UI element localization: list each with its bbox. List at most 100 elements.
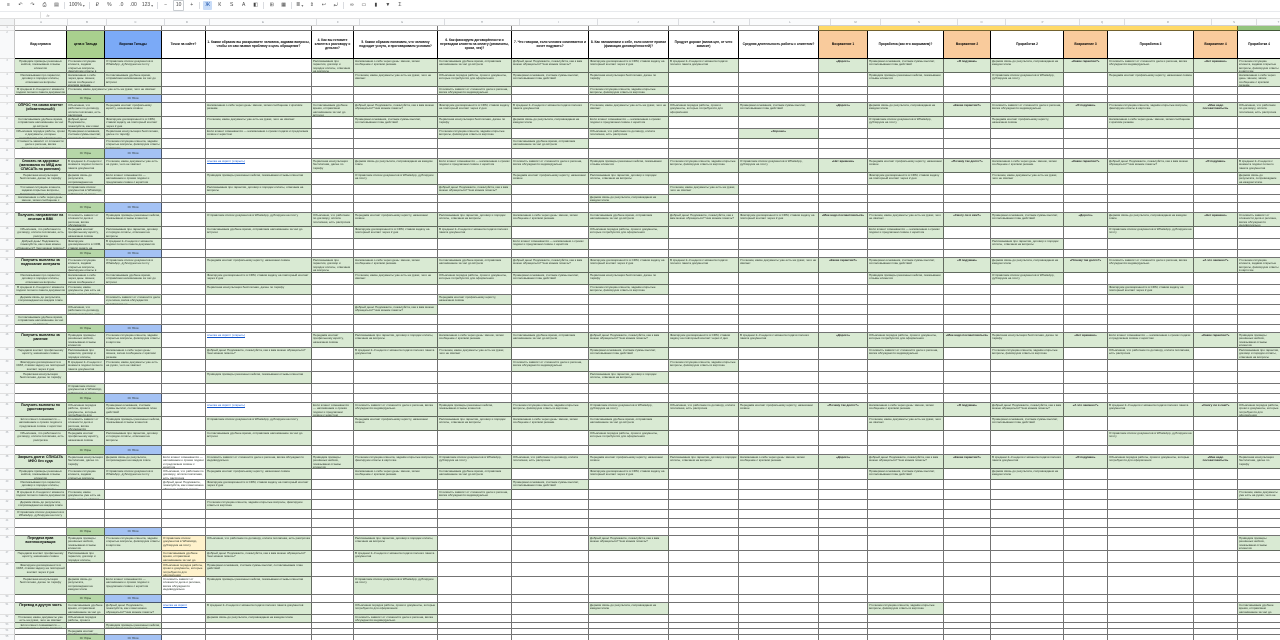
cell-N6[interactable] — [868, 95, 944, 103]
cell-M52[interactable] — [819, 615, 868, 623]
cell-M42[interactable] — [819, 500, 868, 510]
cell-O15[interactable] — [944, 195, 991, 203]
row-header-26[interactable]: 26 — [0, 315, 15, 325]
cell-C4[interactable]: Согласовываем удобное время, отправляем … — [105, 73, 162, 87]
cell-A3[interactable]: Приводим примеры решённых кейсов, показы… — [15, 59, 67, 73]
cell-P5[interactable] — [991, 87, 1064, 95]
cell-J19[interactable] — [589, 239, 669, 250]
cell-A36[interactable]: Объясняем, что работаем по договору, опл… — [15, 431, 67, 446]
cell-F53[interactable] — [312, 623, 354, 629]
cell-P52[interactable] — [991, 615, 1064, 623]
cell-G40[interactable] — [354, 480, 438, 490]
cell-I30[interactable]: Стоимость зависит от сложности дела и ре… — [512, 360, 589, 372]
cell-T31[interactable] — [1238, 372, 1280, 384]
cell-G12[interactable]: Держим связь до результата, сопровождаем… — [354, 159, 438, 173]
cell-E14[interactable]: Рассказываем про гарантии, договор и пор… — [206, 185, 312, 195]
row-header-12[interactable]: 12 — [0, 159, 15, 173]
cell-P31[interactable] — [991, 372, 1064, 384]
cell-O28[interactable]: «Мне надо посоветоваться» — [944, 333, 991, 348]
cell-P42[interactable] — [991, 500, 1064, 510]
cell-G4[interactable]: Уточняем, какие документы уже есть на ру… — [354, 73, 438, 87]
cell-B14[interactable]: Отправляем список документов в WhatsApp,… — [67, 185, 105, 195]
cell-P23[interactable] — [991, 285, 1064, 295]
cell-R9[interactable] — [1108, 129, 1194, 139]
cell-M47[interactable] — [819, 551, 868, 563]
cell-F15[interactable] — [312, 195, 354, 203]
cell-T33[interactable] — [1238, 394, 1280, 403]
cell-link[interactable]: ссылка на скрипт (открыть) — [207, 333, 245, 337]
row-header-40[interactable]: 40 — [0, 480, 15, 490]
cell-B37[interactable]: От Юры — [67, 446, 105, 455]
cell-Q24[interactable] — [1064, 295, 1108, 305]
name-box[interactable] — [0, 12, 41, 18]
cell-D9[interactable] — [162, 129, 206, 139]
cell-J22[interactable]: Первичная консультация бесплатная, далее… — [589, 273, 669, 285]
cell-J38[interactable]: Передаём контакт профильному юристу, наз… — [589, 455, 669, 469]
cell-J27[interactable] — [589, 325, 669, 333]
cell-L42[interactable] — [739, 500, 819, 510]
cell-F55[interactable] — [312, 635, 354, 640]
cell-O38[interactable]: «Какие гарантии?» — [944, 455, 991, 469]
cell-R12[interactable]: Добрый день! Подскажите, пожалуйста, как… — [1108, 159, 1194, 173]
cell-P3[interactable]: Держим связь до результата, сопровождаем… — [991, 59, 1064, 73]
cell-A9[interactable]: Объясняем порядок работы, сроки и докуме… — [15, 129, 67, 139]
cell-N12[interactable]: Передаём контакт профильному юристу, наз… — [868, 159, 944, 173]
cell-B13[interactable]: Держим связь до результата, сопровождаем… — [67, 173, 105, 185]
row-header-3[interactable]: 3 — [0, 59, 15, 73]
cell-P41[interactable] — [991, 490, 1064, 500]
cell-O13[interactable] — [944, 173, 991, 185]
cell-N31[interactable] — [868, 372, 944, 384]
cell-E28[interactable]: ссылка на скрипт (открыть) — [206, 333, 312, 348]
cell-J28[interactable]: Добрый день! Подскажите, пожалуйста, как… — [589, 333, 669, 348]
cell-Q35[interactable] — [1064, 417, 1108, 431]
cell-I4[interactable]: Проверяем основания, считаем суммы выпла… — [512, 73, 589, 87]
cell-K30[interactable]: Уточняем ситуацию клиента, задаём открыт… — [669, 360, 739, 372]
paint-format-icon[interactable]: ▤ — [54, 2, 59, 8]
cell-J53[interactable] — [589, 623, 669, 629]
cell-P32[interactable] — [991, 384, 1064, 394]
cell-B23[interactable]: Уточняем, какие документы уже есть на ру… — [67, 285, 105, 295]
row-header-31[interactable]: 31 — [0, 372, 15, 384]
cell-C49[interactable]: Если клиент сомневается — напоминаем о с… — [105, 577, 162, 595]
cell-J47[interactable] — [589, 551, 669, 563]
cell-A52[interactable]: Уточняем, какие документы уже есть на ру… — [15, 615, 67, 623]
cell-Q49[interactable] — [1064, 577, 1108, 595]
row-header-51[interactable]: 51 — [0, 603, 15, 615]
cell-I34[interactable]: Уточняем ситуацию клиента, задаём открыт… — [512, 403, 589, 417]
cell-H43[interactable] — [438, 510, 512, 519]
cell-A35[interactable]: Если клиент сомневается — напоминаем о с… — [15, 417, 67, 431]
cell-H15[interactable] — [438, 195, 512, 203]
cell-I54[interactable] — [512, 629, 589, 635]
cell-M19[interactable] — [819, 239, 868, 250]
cell-T7[interactable]: Объясняем, что работаем по договору, опл… — [1238, 103, 1280, 117]
cell-J45[interactable] — [589, 528, 669, 536]
cell-T39[interactable] — [1238, 469, 1280, 480]
cell-F35[interactable] — [312, 417, 354, 431]
cell-S22[interactable] — [1194, 273, 1238, 285]
cell-Q50[interactable] — [1064, 595, 1108, 603]
cell-S4[interactable] — [1194, 73, 1238, 87]
row-header-36[interactable]: 36 — [0, 431, 15, 446]
cell-H6[interactable] — [438, 95, 512, 103]
cell-K7[interactable]: Объясняем порядок работы, сроки и докуме… — [669, 103, 739, 117]
cell-B6[interactable]: От Юры — [67, 95, 105, 103]
cell-Q29[interactable] — [1064, 348, 1108, 360]
cell-M55[interactable] — [819, 635, 868, 640]
cell-E51[interactable]: В среднем 2–3 недели с момента подачи по… — [206, 603, 312, 615]
cell-M41[interactable] — [819, 490, 868, 500]
cell-E45[interactable] — [206, 528, 312, 536]
cell-F20[interactable] — [312, 250, 354, 258]
cell-E55[interactable] — [206, 635, 312, 640]
row-header-7[interactable]: 7 — [0, 103, 15, 117]
cell-K50[interactable] — [669, 595, 739, 603]
cell-N24[interactable] — [868, 295, 944, 305]
cell-S5[interactable] — [1194, 87, 1238, 95]
cell-J23[interactable]: Уточняем ситуацию клиента, задаём открыт… — [589, 285, 669, 295]
cell-S54[interactable] — [1194, 629, 1238, 635]
cell-B16[interactable]: От Юры — [67, 203, 105, 213]
cell-F24[interactable] — [312, 295, 354, 305]
cell-E47[interactable]: Добрый день! Подскажите, пожалуйста, как… — [206, 551, 312, 563]
cell-N18[interactable]: Если клиент сомневается — напоминаем о с… — [868, 227, 944, 239]
cell-J16[interactable] — [589, 203, 669, 213]
cell-M7[interactable]: «Дорого» — [819, 103, 868, 117]
